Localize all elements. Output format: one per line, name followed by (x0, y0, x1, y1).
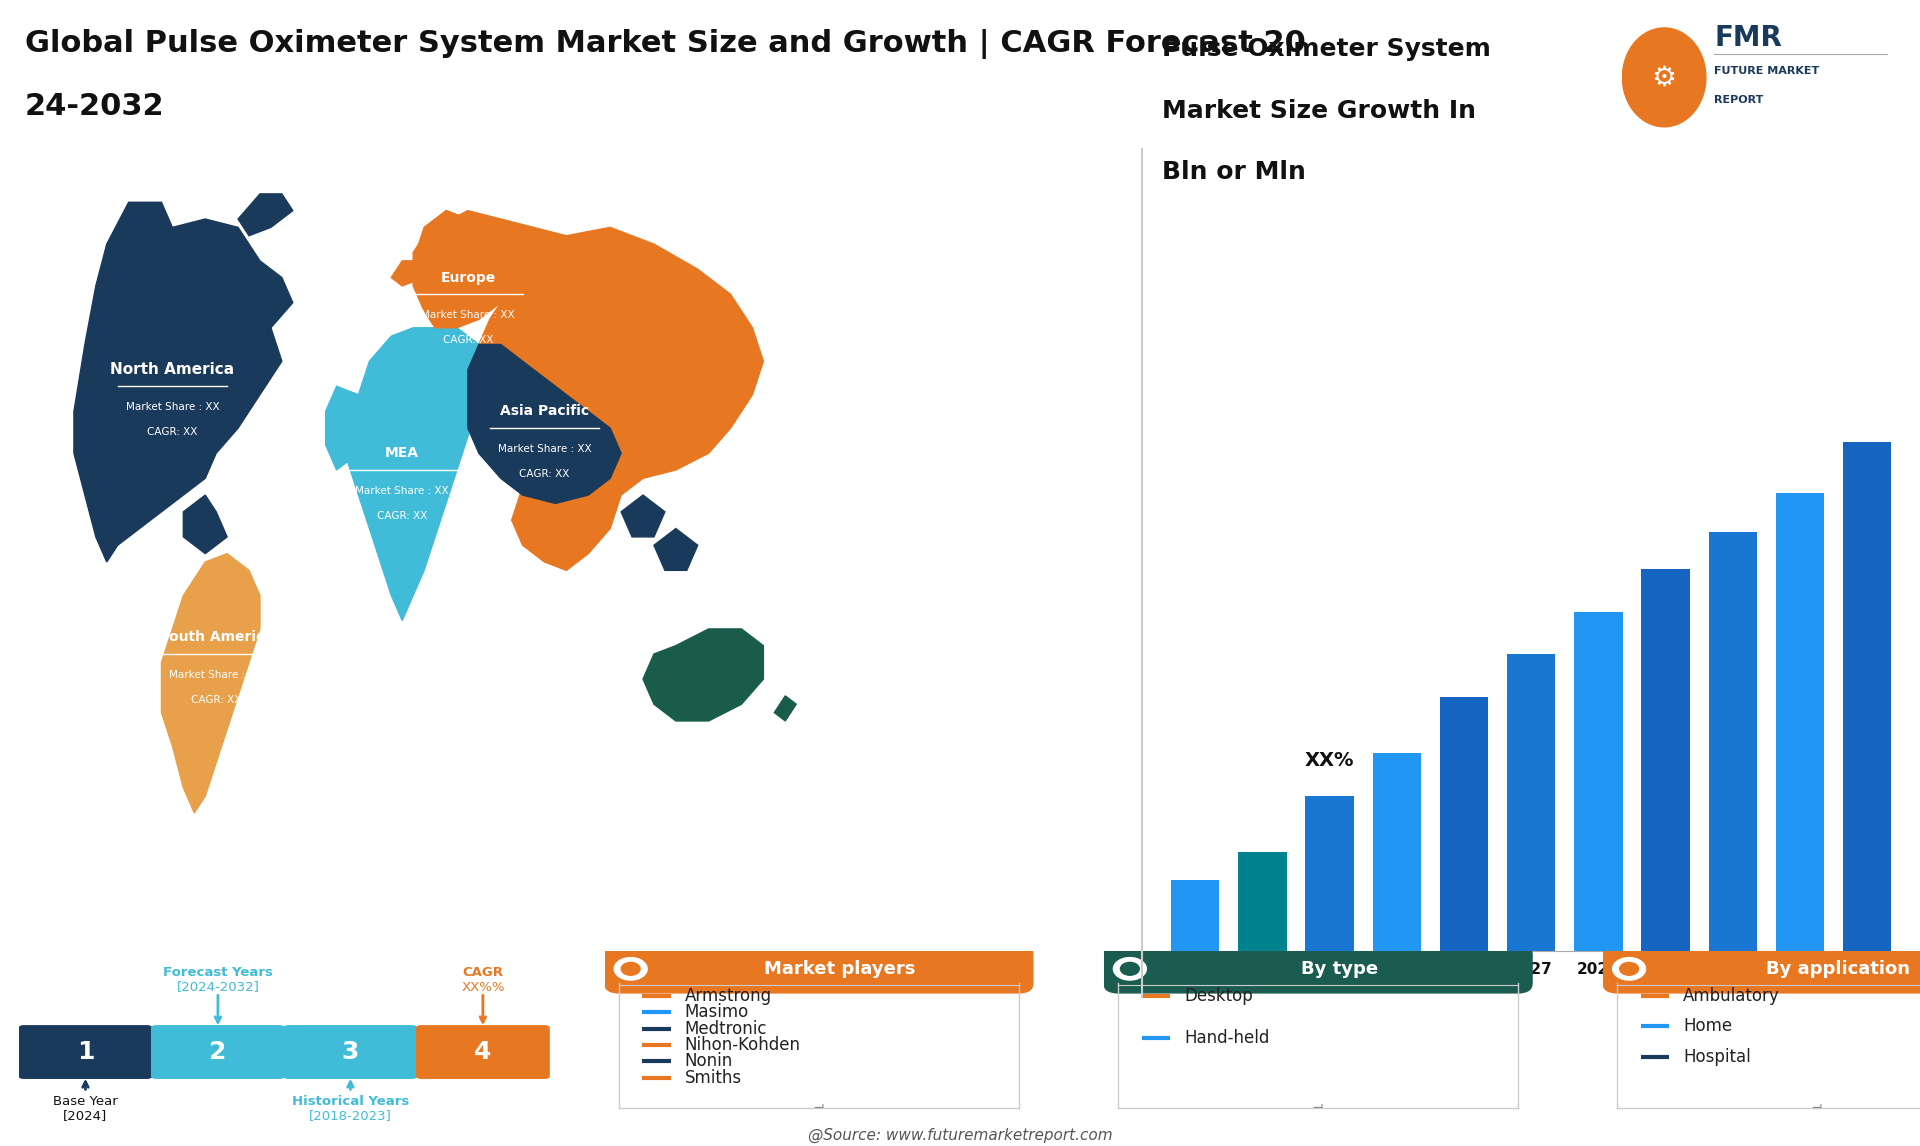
Text: CAGR: CAGR (463, 966, 503, 979)
Circle shape (1121, 963, 1139, 975)
Text: Europe: Europe (440, 270, 495, 284)
Bar (1843, 442, 1891, 951)
Text: Asia Pacific: Asia Pacific (499, 405, 589, 418)
Text: Nihon-Kohden: Nihon-Kohden (685, 1036, 801, 1054)
Text: Hand-held: Hand-held (1185, 1029, 1269, 1047)
Text: Smiths: Smiths (685, 1068, 741, 1086)
Text: Bln or Mln: Bln or Mln (1162, 160, 1306, 185)
Polygon shape (238, 194, 292, 236)
Polygon shape (73, 202, 292, 562)
Polygon shape (478, 328, 534, 386)
Polygon shape (392, 261, 424, 286)
FancyBboxPatch shape (152, 1026, 284, 1078)
Text: Market Share : XX: Market Share : XX (125, 402, 219, 413)
Text: XX%%: XX%% (461, 981, 505, 994)
Circle shape (1620, 963, 1638, 975)
Text: XX%: XX% (1306, 751, 1354, 770)
Text: CAGR: XX: CAGR: XX (518, 469, 570, 479)
Text: 4: 4 (474, 1041, 492, 1063)
FancyBboxPatch shape (417, 1026, 549, 1078)
Text: CAGR: XX: CAGR: XX (444, 336, 493, 345)
Bar (1171, 880, 1219, 951)
Bar (1373, 753, 1421, 951)
Text: Historical Years: Historical Years (292, 1096, 409, 1108)
Text: 3: 3 (342, 1041, 359, 1063)
Text: 2: 2 (209, 1041, 227, 1063)
FancyBboxPatch shape (19, 1026, 152, 1078)
Text: Forecast Years: Forecast Years (163, 966, 273, 979)
Polygon shape (413, 211, 764, 571)
Text: ⚙: ⚙ (1651, 63, 1676, 92)
Text: CAGR: XX: CAGR: XX (190, 694, 242, 705)
Text: Global Pulse Oximeter System Market Size and Growth | CAGR Forecast 20: Global Pulse Oximeter System Market Size… (25, 29, 1306, 58)
Polygon shape (413, 211, 511, 328)
Text: @Source: www.futuremarketreport.com: @Source: www.futuremarketreport.com (808, 1128, 1112, 1143)
Text: Market Share : XX: Market Share : XX (497, 444, 591, 454)
Polygon shape (326, 386, 359, 470)
Polygon shape (348, 328, 490, 621)
Text: By type: By type (1300, 960, 1379, 978)
Text: Hospital: Hospital (1684, 1047, 1751, 1066)
Circle shape (614, 958, 647, 980)
Bar (1709, 533, 1757, 951)
Text: CAGR: XX: CAGR: XX (148, 427, 198, 438)
Text: [2024]: [2024] (63, 1108, 108, 1122)
Text: Market Share : XX: Market Share : XX (169, 670, 263, 680)
Text: Pulse Oximeter System: Pulse Oximeter System (1162, 37, 1490, 61)
Bar (1238, 853, 1286, 951)
Text: ⌐: ⌐ (1309, 1098, 1321, 1112)
Bar (1776, 493, 1824, 951)
Bar (1440, 697, 1488, 951)
Polygon shape (774, 696, 797, 721)
Text: Ambulatory: Ambulatory (1684, 987, 1780, 1005)
Text: CAGR: XX: CAGR: XX (376, 511, 428, 521)
Text: Base Year: Base Year (54, 1096, 117, 1108)
Text: REPORT: REPORT (1715, 95, 1764, 105)
FancyBboxPatch shape (284, 1026, 417, 1078)
Circle shape (622, 963, 639, 975)
Text: 1: 1 (77, 1041, 94, 1063)
Text: Desktop: Desktop (1185, 987, 1252, 1005)
Text: FUTURE MARKET: FUTURE MARKET (1715, 65, 1820, 76)
FancyBboxPatch shape (1104, 944, 1532, 992)
Circle shape (1114, 958, 1146, 980)
Text: ⌐: ⌐ (810, 1098, 822, 1112)
Text: Nonin: Nonin (685, 1052, 733, 1070)
Text: [2018-2023]: [2018-2023] (309, 1108, 392, 1122)
Bar (1642, 570, 1690, 951)
Text: Market Size Growth In: Market Size Growth In (1162, 99, 1476, 123)
Text: South America: South America (159, 630, 273, 644)
Polygon shape (468, 345, 622, 503)
Polygon shape (622, 495, 664, 536)
Text: Market Share : XX: Market Share : XX (355, 486, 449, 496)
Text: Armstrong: Armstrong (685, 987, 772, 1005)
Text: Masimo: Masimo (685, 1004, 749, 1021)
FancyBboxPatch shape (1603, 944, 1920, 992)
Text: FMR: FMR (1715, 24, 1782, 52)
Bar (1574, 612, 1622, 951)
Text: MEA: MEA (386, 446, 419, 461)
FancyBboxPatch shape (605, 944, 1033, 992)
Text: North America: North America (109, 362, 234, 377)
Polygon shape (161, 554, 259, 813)
Circle shape (1613, 958, 1645, 980)
Text: Medtronic: Medtronic (685, 1020, 768, 1037)
Text: Home: Home (1684, 1018, 1732, 1035)
Text: 24-2032: 24-2032 (25, 92, 165, 120)
Polygon shape (643, 629, 764, 721)
Bar (1306, 795, 1354, 951)
Text: By application: By application (1766, 960, 1910, 978)
Bar (1507, 654, 1555, 951)
Text: [2024-2032]: [2024-2032] (177, 981, 259, 994)
Text: Market Share : XX: Market Share : XX (420, 311, 515, 320)
Polygon shape (655, 528, 697, 571)
Text: Market players: Market players (764, 960, 916, 978)
Text: ⌐: ⌐ (1809, 1098, 1820, 1112)
Circle shape (1622, 28, 1705, 127)
Polygon shape (182, 495, 227, 554)
